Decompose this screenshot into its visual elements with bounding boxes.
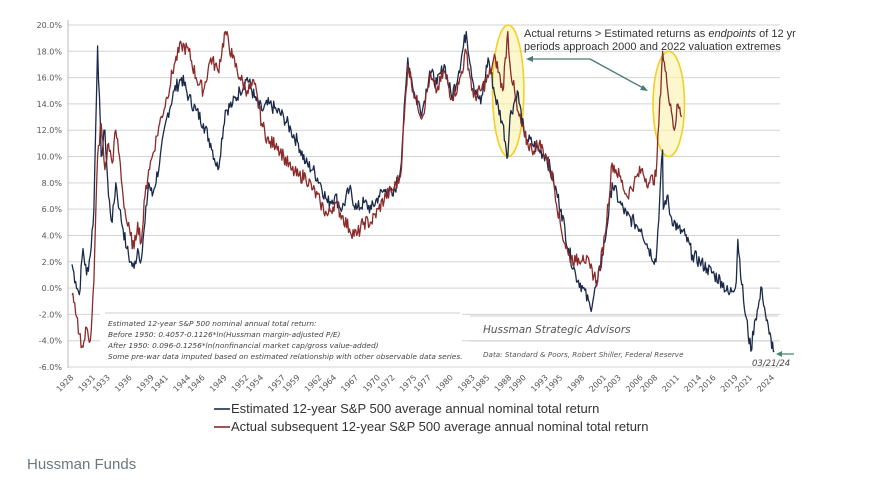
- model-notes: Estimated 12-year S&P 500 nominal annual…: [107, 319, 463, 361]
- y-tick-label: 10.0%: [37, 153, 63, 162]
- series-line-estimated: [71, 30, 775, 353]
- annotation-arrow-diag-shaft: [589, 58, 646, 90]
- brand-label: Hussman Strategic Advisors: [483, 324, 631, 336]
- y-tick-label: 8.0%: [42, 179, 63, 188]
- data-source-label: Data: Standard & Poors, Robert Shiller, …: [483, 350, 684, 359]
- annotation-part-c: of 12 yr: [756, 28, 796, 40]
- x-tick-label: 1936: [113, 373, 134, 394]
- x-tick-label: 1954: [244, 373, 265, 394]
- y-tick-label: 18.0%: [37, 47, 63, 56]
- date-marker-label: 03/21/24: [752, 359, 790, 369]
- chart: -6.0% -4.0% -2.0% 0.0% 2.0% 4.0% 6.0% 8.0% 10.0%…: [37, 20, 796, 434]
- model-note-line: Before 1950: 0.4057-0.1126*ln(Hussman ma…: [108, 330, 341, 339]
- y-tick-label: -6.0%: [39, 363, 63, 372]
- y-tick-label: 2.0%: [42, 258, 63, 267]
- annotation-part-a: Actual returns > Estimated returns as: [524, 28, 708, 40]
- x-tick-label: 1998: [566, 373, 587, 394]
- y-tick-label: 0.0%: [42, 284, 63, 293]
- x-tick-label: 1985: [471, 373, 492, 394]
- x-tick-label: 1967: [339, 373, 360, 394]
- x-tick-label: 2008: [639, 373, 660, 394]
- x-tick-label: 1972: [376, 373, 397, 394]
- x-tick-label: 2016: [697, 373, 718, 394]
- x-tick-label: 1995: [544, 373, 565, 394]
- x-tick-label: 1928: [55, 373, 76, 394]
- y-axis-ticks: -6.0% -4.0% -2.0% 0.0% 2.0% 4.0% 6.0% 8.0% 10.0%…: [37, 21, 63, 372]
- y-tick-label: -2.0%: [39, 310, 63, 319]
- x-tick-label: 1946: [186, 373, 207, 394]
- legend-label-actual: Actual subsequent 12-year S&P 500 averag…: [231, 419, 648, 434]
- x-tick-label: 2003: [602, 373, 623, 394]
- legend-label-estimated: Estimated 12-year S&P 500 average annual…: [231, 401, 599, 416]
- date-arrow-head-icon: [776, 351, 782, 357]
- y-tick-label: 14.0%: [37, 100, 63, 109]
- x-tick-label: 2024: [755, 373, 776, 394]
- x-tick-label: 2011: [661, 373, 682, 394]
- x-tick-label: 1949: [208, 373, 229, 394]
- arrow-left-head-icon: [526, 56, 533, 62]
- annotation-italic: endpoints: [708, 28, 756, 40]
- series-group: [71, 30, 775, 353]
- y-tick-label: -4.0%: [39, 337, 63, 346]
- model-note-line: Estimated 12-year S&P 500 nominal annual…: [108, 319, 317, 328]
- image-caption: Hussman Funds: [27, 456, 137, 473]
- y-tick-label: 6.0%: [42, 205, 63, 214]
- arrow-diag-head-icon: [640, 85, 648, 91]
- x-tick-label: 1977: [412, 373, 433, 394]
- legend: Estimated 12-year S&P 500 average annual…: [214, 401, 648, 434]
- annotation-line-2: periods approach 2000 and 2022 valuation…: [524, 41, 781, 53]
- x-tick-label: 1933: [91, 373, 112, 394]
- x-tick-label: 1980: [434, 373, 455, 394]
- x-tick-label: 2021: [734, 373, 755, 394]
- series-line-actual: [71, 30, 683, 349]
- model-note-line: After 1950: 0.096-0.1256*ln(nonfinancial…: [107, 341, 379, 350]
- x-tick-label: 1941: [150, 373, 171, 394]
- x-tick-label: 1964: [317, 373, 338, 394]
- model-note-line: Some pre-war data imputed based on estim…: [108, 352, 463, 361]
- x-tick-label: 1990: [507, 373, 528, 394]
- annotation-line-1: Actual returns > Estimated returns as en…: [524, 28, 796, 40]
- y-tick-label: 4.0%: [42, 231, 63, 240]
- y-tick-label: 16.0%: [37, 74, 63, 83]
- y-tick-label: 12.0%: [37, 126, 63, 135]
- y-tick-label: 20.0%: [37, 21, 63, 30]
- x-tick-label: 1959: [281, 373, 302, 394]
